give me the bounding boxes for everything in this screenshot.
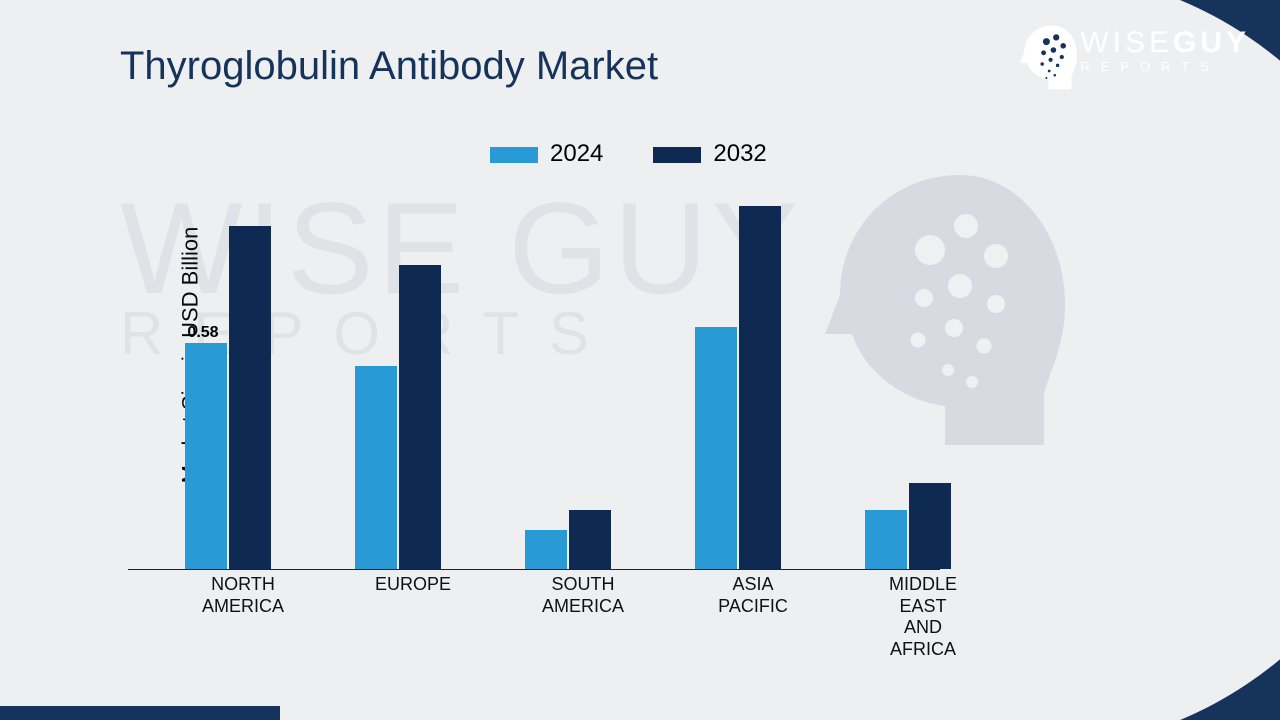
legend: 2024 2032 [490, 140, 767, 168]
bar-2032 [569, 510, 611, 569]
legend-item-2024: 2024 [490, 140, 603, 168]
category-label: EUROPE [343, 574, 483, 596]
brand-wise: WISE [1080, 26, 1173, 59]
footer-accent-bar [0, 706, 280, 720]
bar-2024 [525, 530, 567, 569]
bar-2024 [355, 366, 397, 569]
bar-2024 [865, 510, 907, 569]
chart-title: Thyroglobulin Antibody Market [120, 44, 658, 89]
plot-area: 0.58 [128, 180, 940, 570]
bar-2032 [399, 265, 441, 569]
legend-label-2032: 2032 [713, 140, 766, 167]
bar-2032 [739, 206, 781, 569]
brand-guy: GUY [1173, 26, 1250, 59]
bar-2032 [229, 226, 271, 569]
chart-area: 2024 2032 Market Size in USD Billion 0.5… [70, 140, 940, 570]
bar-2032 [909, 483, 951, 569]
bar-value-label: 0.58 [173, 324, 233, 342]
bar-2024 [695, 327, 737, 569]
category-label: NORTHAMERICA [173, 574, 313, 617]
legend-label-2024: 2024 [550, 140, 603, 167]
x-axis-line [128, 569, 940, 570]
bar-2024 [185, 343, 227, 569]
legend-swatch-2024 [490, 147, 538, 163]
brand-head-icon [1010, 22, 1080, 92]
brand-reports: REPORTS [1080, 60, 1250, 73]
stage: WISE GUYREPORTS Thyroglobulin Antibody M… [0, 0, 1280, 720]
legend-swatch-2032 [653, 147, 701, 163]
brand-logo: WISEGUY REPORTS [1080, 28, 1250, 73]
category-label: SOUTHAMERICA [513, 574, 653, 617]
category-label: MIDDLEEASTANDAFRICA [853, 574, 993, 660]
category-label: ASIAPACIFIC [683, 574, 823, 617]
legend-item-2032: 2032 [653, 140, 766, 168]
